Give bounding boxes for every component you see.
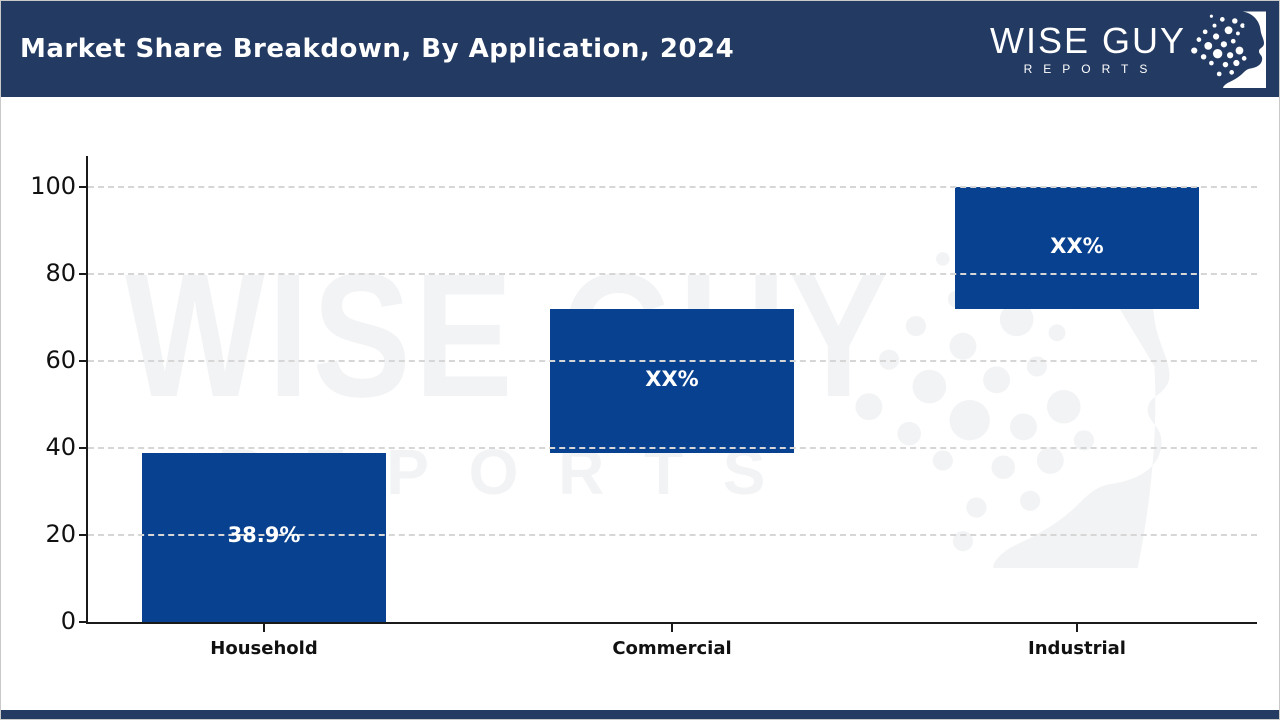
header-bar: Market Share Breakdown, By Application, … [0,0,1280,97]
footer-bar [0,710,1280,720]
bar-household [142,452,386,622]
x-tick-mark [671,624,673,632]
bar-value-label: XX% [1050,233,1104,258]
y-tick-mark [79,534,88,536]
bar-value-label: XX% [645,366,699,391]
y-gridline [88,534,1257,536]
y-tick-label: 40 [45,433,76,461]
y-tick-label: 100 [30,172,76,200]
brand-subname: REPORTS [1023,61,1159,76]
x-category-label: Commercial [612,638,732,659]
x-tick-mark [263,624,265,632]
y-gridline [88,360,1257,362]
x-tick-mark [1076,624,1078,632]
y-gridline [88,186,1257,188]
x-category-label: Household [210,638,318,659]
y-tick-label: 60 [45,346,76,374]
y-tick-mark [79,186,88,188]
y-tick-mark [79,360,88,362]
brand-logo-text: WISE GUY REPORTS [990,22,1186,76]
y-axis-line [86,156,88,624]
y-tick-mark [79,273,88,275]
x-axis-line [86,622,1257,624]
y-tick-label: 0 [60,607,76,635]
brand-logo: WISE GUY REPORTS [990,8,1266,90]
y-gridline [88,447,1257,449]
x-category-label: Industrial [1028,638,1126,659]
y-gridline [88,273,1257,275]
y-tick-label: 80 [45,259,76,287]
bar-value-label: 38.9% [227,523,301,548]
page-title: Market Share Breakdown, By Application, … [20,33,735,64]
y-tick-mark [79,621,88,623]
y-tick-label: 20 [45,520,76,548]
bar-industrial [955,187,1199,309]
dotted-face-logo-icon [1191,11,1266,88]
brand-name: WISE GUY [989,20,1186,62]
y-tick-mark [79,447,88,449]
bar-commercial [550,308,794,453]
watermark-dotted-face-icon [855,238,1170,568]
